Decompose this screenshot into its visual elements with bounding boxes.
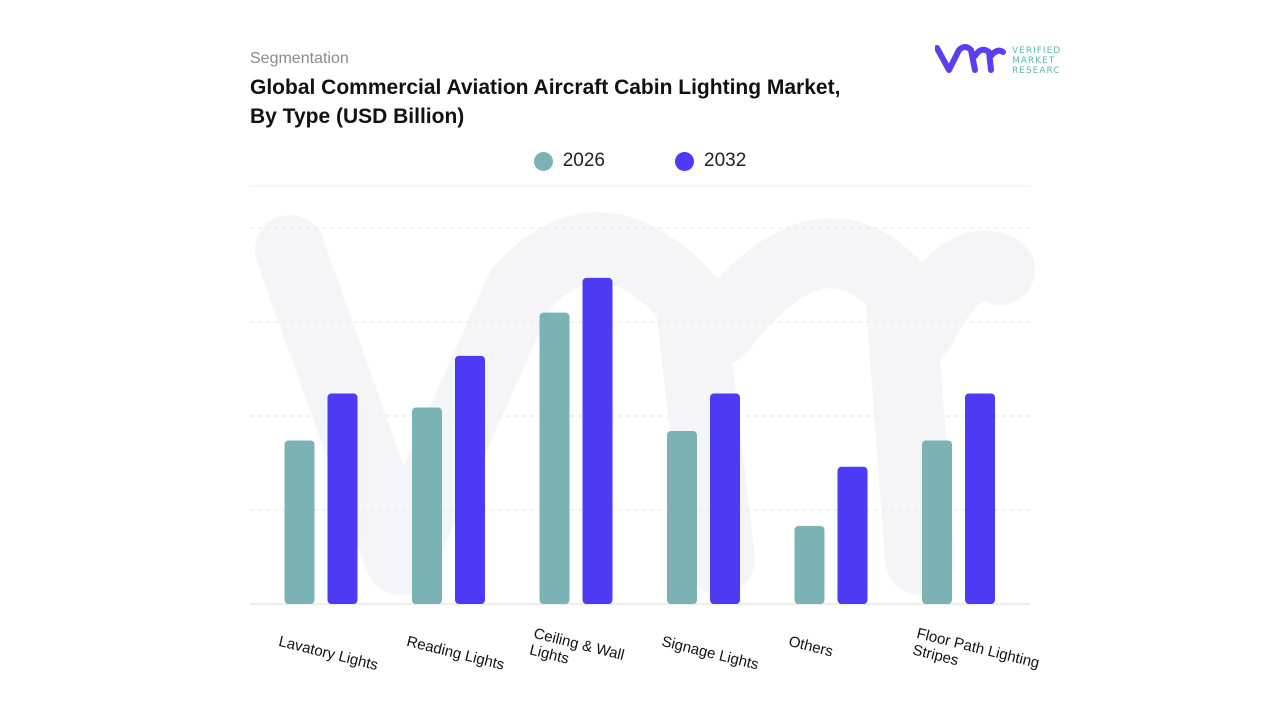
svg-text:VERIFIED: VERIFIED [1012, 46, 1060, 56]
bar-2026-4 [794, 525, 825, 604]
chart-title: Global Commercial Aviation Aircraft Cabi… [250, 76, 841, 128]
bar-2032-5 [965, 393, 995, 604]
legend-label-2026: 2026 [562, 150, 605, 171]
bar-2032-4 [837, 466, 868, 604]
vmr-logo: VERIFIED MARKET RESEARCH [934, 42, 1067, 81]
legend-item-2032: 2032 [675, 150, 746, 172]
bar-2026-5 [922, 440, 952, 604]
bar-2032-1 [455, 355, 485, 604]
legend-swatch-2026 [533, 151, 553, 171]
legend-item-2026: 2026 [533, 150, 605, 172]
bar-2026-0 [284, 440, 315, 604]
svg-text:MARKET: MARKET [1012, 56, 1055, 66]
bar-2026-1 [412, 407, 442, 604]
bar-2026-3 [667, 431, 697, 604]
chart-legend: 2026 2032 [0, 150, 1280, 172]
bar-2032-0 [327, 393, 358, 604]
legend-label-2032: 2032 [704, 150, 747, 171]
legend-swatch-2032 [675, 151, 694, 171]
bar-2026-2 [539, 312, 570, 604]
svg-text:RESEARCH: RESEARCH [1012, 66, 1060, 76]
watermark [255, 212, 1035, 595]
segment-label: Segmentation [250, 50, 349, 67]
bar-2032-3 [710, 393, 740, 604]
bar-2032-2 [582, 277, 613, 604]
